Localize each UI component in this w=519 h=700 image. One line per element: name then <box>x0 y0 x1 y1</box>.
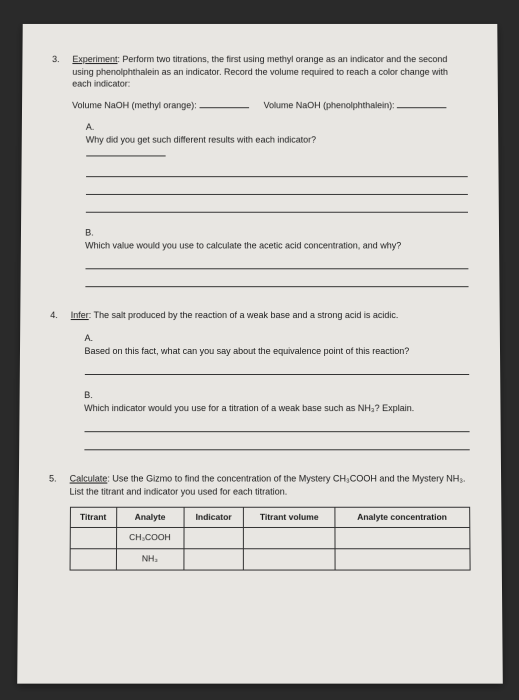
q3b-line1 <box>85 258 468 270</box>
cell <box>243 528 334 549</box>
q5-number: 5. <box>49 473 67 486</box>
col-titrant: Titrant <box>69 507 116 528</box>
q3a-inline-blank <box>85 146 164 156</box>
q4b-text: Which indicator would you use for a titr… <box>84 402 451 415</box>
col-analyte-concentration: Analyte concentration <box>334 507 468 528</box>
question-5: 5. Calculate: Use the Gizmo to find the … <box>48 473 471 571</box>
worksheet-page: 3. Experiment: Perform two titrations, t… <box>17 24 503 684</box>
q4b-line1 <box>84 420 469 432</box>
q3a-line1 <box>85 165 467 177</box>
table-header-row: Titrant Analyte Indicator Titrant volume… <box>69 507 468 528</box>
cell <box>183 549 243 570</box>
q3b-line2 <box>84 276 467 288</box>
q3a: A. Why did you get such different result… <box>85 121 466 159</box>
q4a-line1 <box>84 363 468 375</box>
q5-text: : Use the Gizmo to find the concentratio… <box>69 474 465 497</box>
q3-text: : Perform two titrations, the first usin… <box>72 54 448 88</box>
q4-body: Infer: The salt produced by the reaction… <box>69 309 468 450</box>
q3b: B. Which value would you use to calculat… <box>85 227 468 252</box>
col-titrant-volume: Titrant volume <box>243 507 334 528</box>
q4b-label: B. <box>84 389 100 402</box>
cell <box>69 549 116 570</box>
q4-number: 4. <box>50 309 68 322</box>
q4-heading: Infer <box>70 310 88 320</box>
q3-body: Experiment: Perform two titrations, the … <box>70 53 467 287</box>
question-4: 4. Infer: The salt produced by the react… <box>49 309 470 450</box>
vol2-label: Volume NaOH (phenolphthalein): <box>263 100 394 110</box>
q4-text: : The salt produced by the reaction of a… <box>88 310 398 320</box>
q3b-label: B. <box>85 227 101 239</box>
q4a: A. Based on this fact, what can you say … <box>84 332 468 357</box>
q4b: B. Which indicator would you use for a t… <box>84 389 469 414</box>
q5-heading: Calculate <box>69 474 107 484</box>
table-row: NH₃ <box>69 549 469 570</box>
q3-heading: Experiment <box>72 54 117 64</box>
cell: CH₃COOH <box>116 528 183 549</box>
col-indicator: Indicator <box>183 507 243 528</box>
q3-number: 3. <box>52 53 70 65</box>
vol1-label: Volume NaOH (methyl orange): <box>72 100 197 110</box>
cell <box>243 549 334 570</box>
vol1-blank <box>199 98 249 108</box>
cell <box>69 528 116 549</box>
q3a-text: Why did you get such different results w… <box>85 134 448 146</box>
q3-volumes: Volume NaOH (methyl orange): Volume NaOH… <box>72 98 467 111</box>
q5-table: Titrant Analyte Indicator Titrant volume… <box>69 506 470 570</box>
cell <box>334 549 469 570</box>
q4a-label: A. <box>84 332 100 345</box>
q3a-label: A. <box>85 121 101 133</box>
q3a-line2 <box>85 183 467 195</box>
q3a-line3 <box>85 201 467 213</box>
table-row: CH₃COOH <box>69 528 469 549</box>
cell <box>334 528 469 549</box>
q3b-text: Which value would you use to calculate t… <box>85 239 450 251</box>
q4a-text: Based on this fact, what can you say abo… <box>84 345 450 358</box>
cell <box>183 528 243 549</box>
cell: NH₃ <box>116 549 184 570</box>
col-analyte: Analyte <box>116 507 183 528</box>
q5-body: Calculate: Use the Gizmo to find the con… <box>69 473 470 571</box>
question-3: 3. Experiment: Perform two titrations, t… <box>50 53 469 287</box>
vol2-blank <box>396 98 446 108</box>
q4b-line2 <box>83 439 468 451</box>
